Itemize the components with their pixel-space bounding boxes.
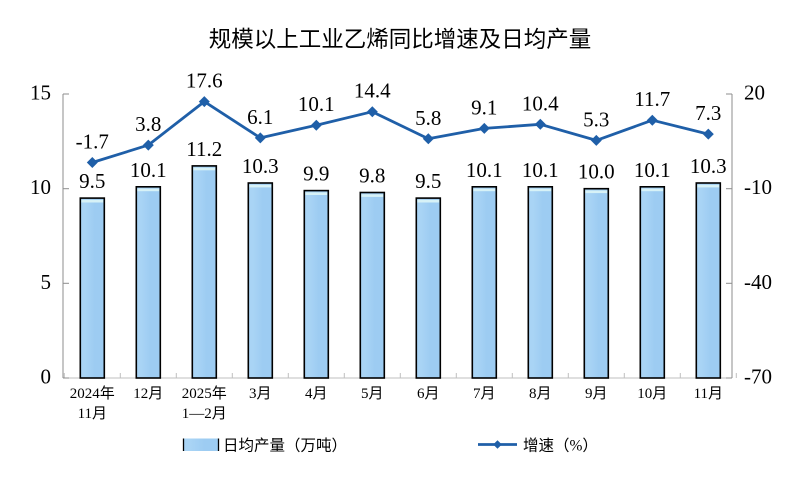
svg-text:8月: 8月 [529,386,552,402]
svg-text:5.3: 5.3 [583,107,609,131]
svg-text:7.3: 7.3 [695,101,721,125]
svg-text:10.3: 10.3 [242,154,279,178]
svg-text:9.1: 9.1 [471,95,497,119]
svg-text:-40: -40 [744,270,772,294]
svg-text:10.1: 10.1 [130,158,167,182]
svg-text:14.4: 14.4 [354,79,391,103]
svg-text:2025年: 2025年 [182,385,227,402]
svg-text:-70: -70 [744,365,772,389]
svg-text:11月: 11月 [78,406,107,422]
svg-text:5月: 5月 [361,386,384,402]
svg-text:10.1: 10.1 [298,92,335,116]
svg-text:10月: 10月 [637,386,667,402]
svg-text:-1.7: -1.7 [76,130,109,154]
svg-text:9.8: 9.8 [359,164,385,188]
svg-text:10.0: 10.0 [578,160,615,184]
svg-text:9.5: 9.5 [79,169,105,193]
svg-text:10.1: 10.1 [466,158,503,182]
svg-text:3.8: 3.8 [135,112,161,136]
svg-text:15: 15 [30,81,51,105]
svg-text:10.3: 10.3 [690,154,727,178]
svg-text:2024年: 2024年 [70,385,115,402]
svg-text:11.7: 11.7 [634,87,670,111]
svg-text:6.1: 6.1 [247,105,273,129]
svg-text:6月: 6月 [417,386,440,402]
svg-text:增速（%）: 增速（%） [523,437,598,455]
svg-text:9月: 9月 [585,386,608,402]
svg-text:10.1: 10.1 [634,158,671,182]
svg-text:4月: 4月 [305,386,328,402]
svg-text:12月: 12月 [133,386,163,402]
svg-text:9.5: 9.5 [415,169,441,193]
svg-text:20: 20 [744,81,765,105]
svg-text:10: 10 [30,175,51,199]
svg-text:0: 0 [41,365,52,389]
svg-text:9.9: 9.9 [303,162,329,186]
svg-text:17.6: 17.6 [186,69,223,93]
svg-text:5.8: 5.8 [415,106,441,130]
svg-text:11.2: 11.2 [186,137,222,161]
svg-text:10.4: 10.4 [522,91,559,115]
svg-text:5: 5 [41,270,52,294]
svg-text:7月: 7月 [473,386,496,402]
svg-text:11月: 11月 [694,386,723,402]
svg-text:-10: -10 [744,175,772,199]
svg-text:日均产量（万吨）: 日均产量（万吨） [223,437,347,455]
svg-text:3月: 3月 [249,386,272,402]
svg-text:10.1: 10.1 [522,158,559,182]
svg-text:1—2月: 1—2月 [182,406,227,422]
